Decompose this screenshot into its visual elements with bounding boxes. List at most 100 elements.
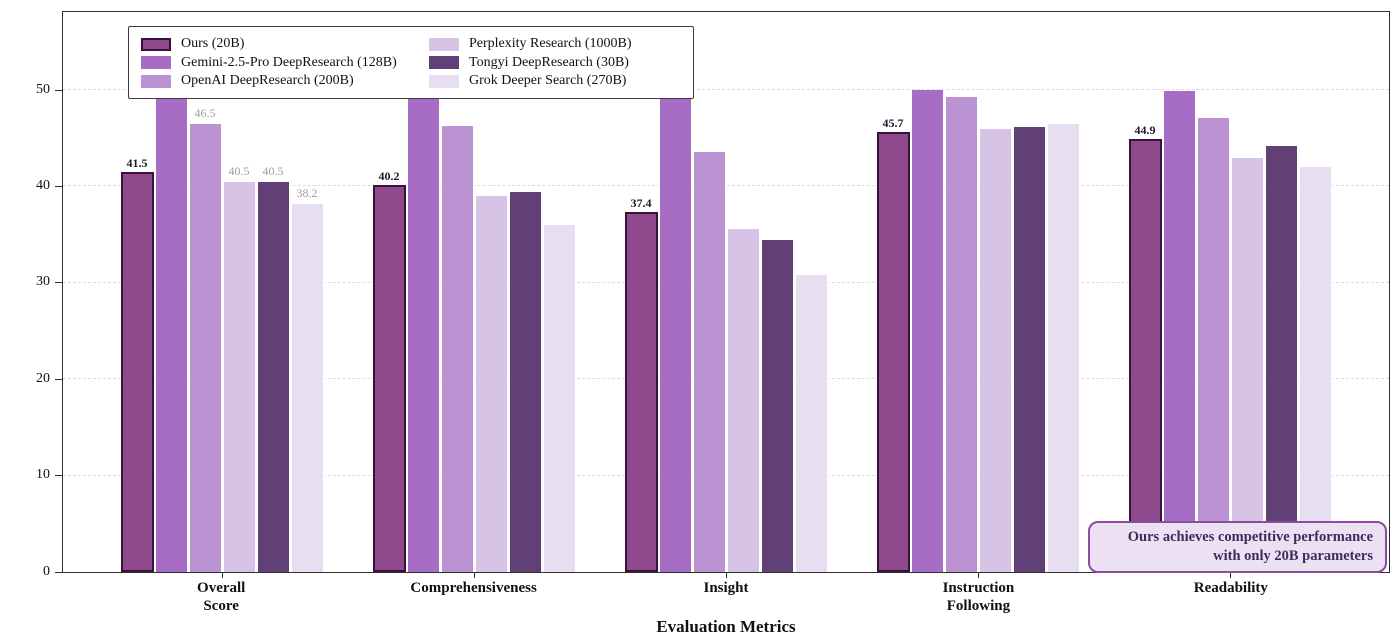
legend-item-grok-deeper-search: Grok Deeper Search (270B) [429,72,683,90]
bar-value-label: 40.5 [228,163,250,178]
bar-tongyi-deepresearch-comprehensiveness [508,192,542,572]
legend-label: Grok Deeper Search (270B) [469,73,627,88]
bar-ours-instruction-following: 45.7 [876,116,910,572]
bar-grok-deeper-search-instruction-following [1046,123,1080,572]
bar-ours-comprehensiveness: 40.2 [372,169,406,572]
y-tick-label-0: 0 [43,563,50,579]
bar-openai-deepresearch-insight [692,151,726,572]
legend-swatch-icon [141,37,171,51]
bar-value-label: 37.4 [630,195,652,210]
bar-grok-deeper-search-readability [1298,167,1332,572]
bar-ours-readability: 44.9 [1128,123,1162,572]
bar-value-label: 46.5 [194,105,216,120]
category-label-insight: Insight [600,579,852,615]
y-tick-mark-30 [55,282,62,284]
y-tick-label-10: 10 [36,467,50,483]
category-label-line: Comprehensiveness [410,580,537,596]
gridline-30 [63,281,1389,283]
y-tick-label-50: 50 [36,81,50,97]
bar-perplexity-research-readability [1230,157,1264,572]
legend-column-1: Ours (20B) Gemini-2.5-Pro DeepResearch (1… [141,35,429,90]
bar-openai-deepresearch-readability [1196,118,1230,572]
bar-value-label: 38.2 [296,185,318,200]
bar-gemini-2-5-pro-deepresearch-overall-score [154,93,188,572]
category-label-line: Insight [703,580,749,596]
group-readability: 44.9 [1104,12,1356,572]
y-tick-mark-40 [55,185,62,187]
group-overall-score: 41.5 46.5 40.5 40.5 38.2 [96,12,348,572]
legend-item-gemini-2-5-pro-deepresearch: Gemini-2.5-Pro DeepResearch (128B) [141,54,429,72]
y-tick-label-40: 40 [36,177,50,193]
bar-grok-deeper-search-overall-score: 38.2 [290,186,324,572]
annotation-line-1: Ours achieves competitive performance [1127,529,1373,545]
gridline-50 [63,89,1389,91]
y-tick-mark-0 [55,571,62,573]
legend-column-2: Perplexity Research (1000B) Tongyi DeepRe… [429,35,683,90]
category-label-line: Score [203,598,239,614]
y-tick-label-30: 30 [36,274,50,290]
bar-openai-deepresearch-instruction-following [944,96,978,572]
annotation-box: Ours achieves competitive performance wi… [1088,521,1387,573]
bar-perplexity-research-insight [726,228,760,572]
bar-perplexity-research-overall-score: 40.5 [222,164,256,572]
legend-label: Tongyi DeepResearch (30B) [469,54,629,70]
bar-perplexity-research-comprehensiveness [474,196,508,572]
category-label-overall-score: Overall Score [95,579,347,615]
legend-item-tongyi-deepresearch: Tongyi DeepResearch (30B) [429,54,683,72]
legend-item-ours: Ours (20B) [141,35,429,53]
legend-label: Perplexity Research (1000B) [469,36,632,51]
legend-item-perplexity-research: Perplexity Research (1000B) [429,35,683,53]
bar-value-label: 40.5 [262,163,284,178]
plot-area: 41.5 46.5 40.5 40.5 38.2 40.2 37.4 45.7 44.9 Our… [62,11,1390,573]
x-axis-title: Evaluation Metrics [656,617,796,636]
legend-label: OpenAI DeepResearch (200B) [181,73,354,88]
group-instruction-following: 45.7 [852,12,1104,572]
legend-swatch-icon [429,56,459,69]
legend-label: Gemini-2.5-Pro DeepResearch (128B) [181,54,397,70]
legend-label: Ours (20B) [181,36,245,51]
bar-value-label: 40.2 [378,168,400,183]
category-label-line: Following [946,598,1011,614]
group-comprehensiveness: 40.2 [348,12,600,572]
category-label-row: Overall Score Comprehensiveness Insight Inst… [62,579,1390,615]
bar-tongyi-deepresearch-instruction-following [1012,126,1046,572]
x-tick-mark-instruction-following [977,573,979,578]
bar-perplexity-research-instruction-following [978,128,1012,572]
bar-tongyi-deepresearch-overall-score: 40.5 [256,164,290,572]
bar-openai-deepresearch-comprehensiveness [440,125,474,572]
bar-groups: 41.5 46.5 40.5 40.5 38.2 40.2 37.4 45.7 44.9 [63,12,1389,572]
legend-swatch-icon [141,74,171,88]
bar-grok-deeper-search-comprehensiveness [542,225,576,572]
gridline-20 [63,378,1389,380]
x-tick-mark-overall-score [222,573,224,578]
x-tick-mark-comprehensiveness [474,573,476,578]
y-tick-label-20: 20 [36,370,50,386]
category-label-line: Instruction [942,580,1015,596]
bar-value-label: 41.5 [126,156,148,171]
legend-swatch-icon [429,74,459,88]
bar-tongyi-deepresearch-readability [1264,146,1298,572]
category-label-readability: Readability [1105,579,1357,615]
bar-value-label: 44.9 [1134,123,1156,138]
bar-grok-deeper-search-insight [794,275,828,572]
bar-tongyi-deepresearch-insight [760,240,794,572]
category-label-line: Overall [197,580,246,596]
legend-swatch-icon [429,37,459,51]
bar-ours-insight: 37.4 [624,196,658,572]
y-tick-mark-50 [55,89,62,91]
y-tick-mark-10 [55,475,62,477]
legend-swatch-icon [141,56,171,69]
category-label-comprehensiveness: Comprehensiveness [347,579,599,615]
annotation-line-2: with only 20B parameters [1213,548,1373,564]
category-label-line: Readability [1193,580,1268,596]
bar-gemini-2-5-pro-deepresearch-readability [1162,91,1196,572]
legend-item-openai-deepresearch: OpenAI DeepResearch (200B) [141,72,429,90]
category-label-instruction-following: Instruction Following [852,579,1104,615]
x-tick-mark-insight [726,573,727,578]
bar-gemini-2-5-pro-deepresearch-insight [658,96,692,572]
bar-ours-overall-score: 41.5 [120,156,154,572]
bar-openai-deepresearch-overall-score: 46.5 [188,106,222,572]
gridline-10 [63,474,1389,476]
gridline-40 [63,185,1389,187]
